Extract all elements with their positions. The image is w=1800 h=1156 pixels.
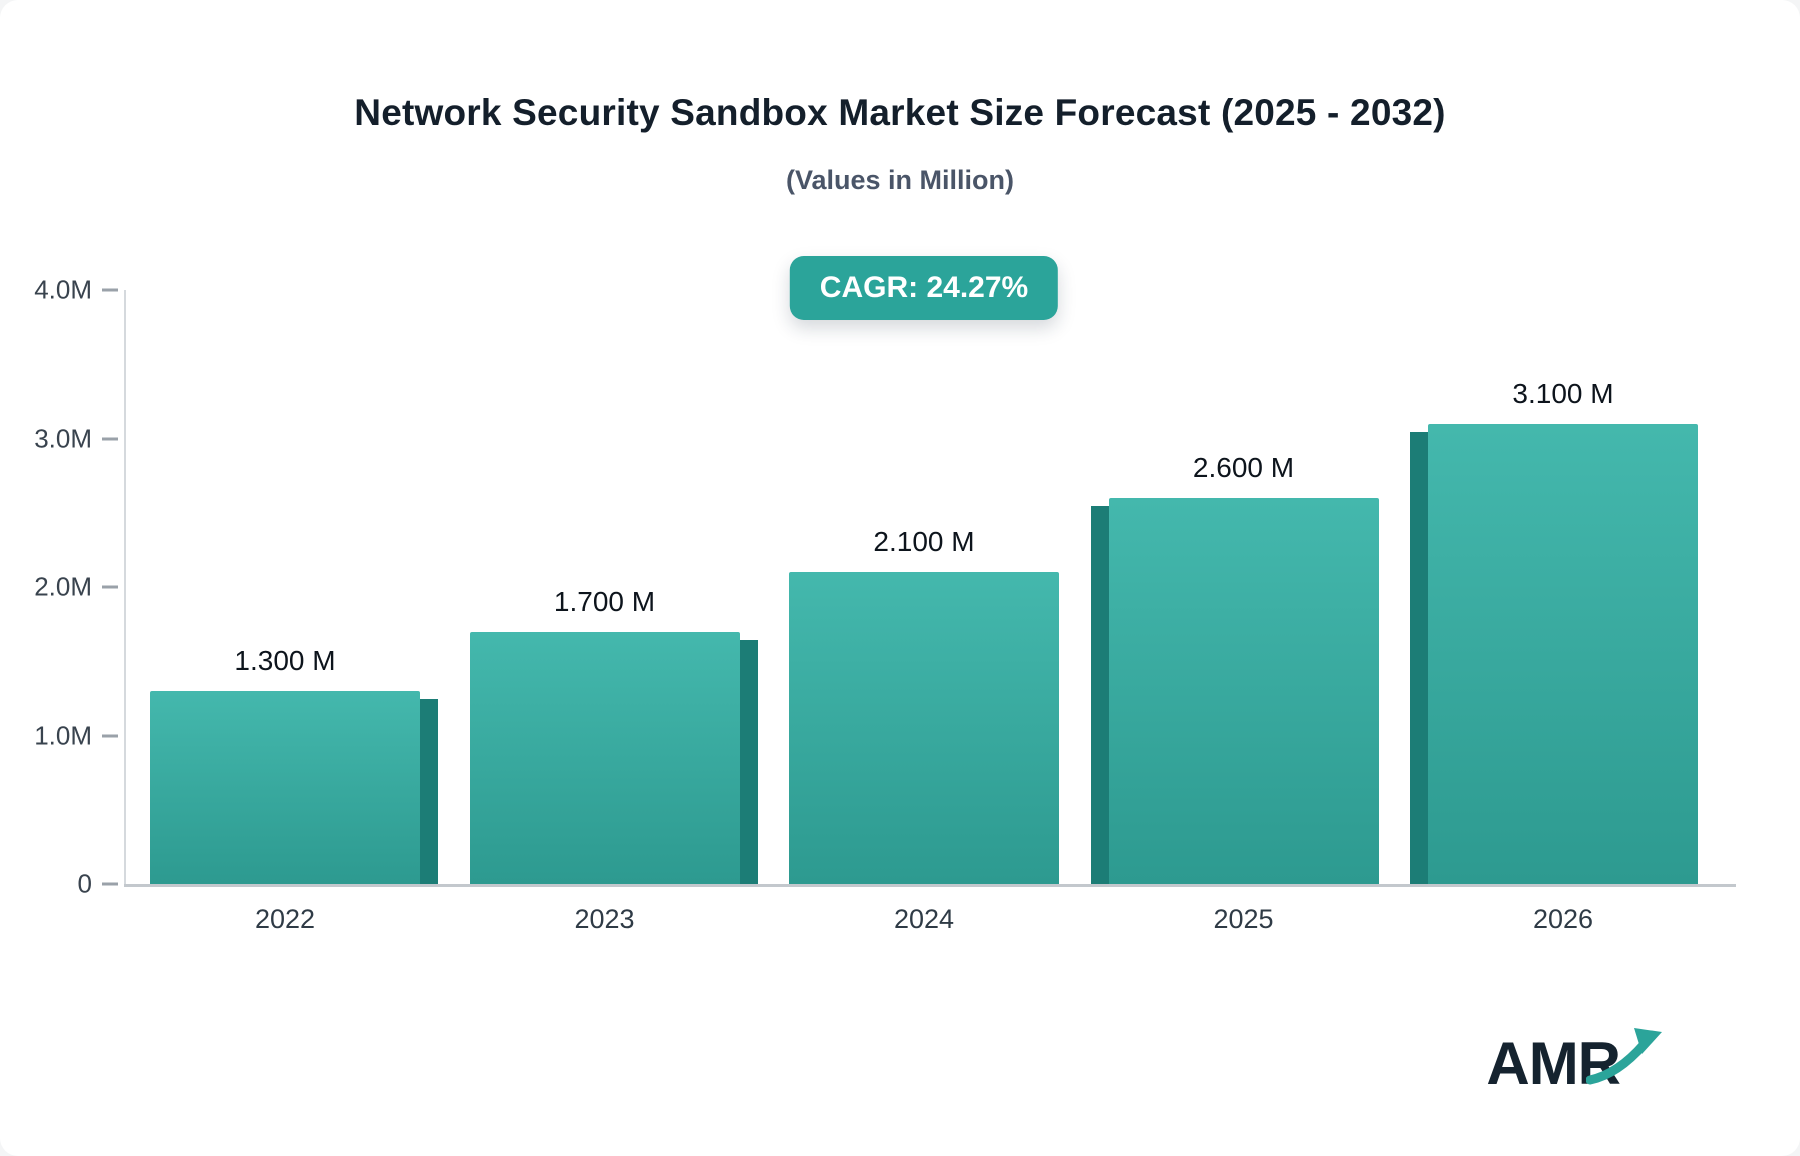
chart-subtitle: (Values in Million)	[785, 165, 1015, 195]
bar-value-label: 2.600 M	[1192, 451, 1295, 483]
bar-2025	[1108, 497, 1379, 884]
y-tick-mark	[102, 585, 118, 589]
x-axis-label-2026: 2026	[1532, 904, 1594, 934]
y-tick-label: 2.0M	[34, 571, 92, 602]
cagr-badge: CAGR: 24.27%	[789, 256, 1059, 320]
x-axis-label-2023: 2023	[574, 904, 635, 934]
y-tick-mark	[102, 437, 118, 440]
y-tick-0: 0	[22, 869, 124, 900]
y-tick-label: 1.0M	[34, 720, 92, 750]
bar-2024	[789, 572, 1059, 884]
bar-value-label: 3.100 M	[1512, 377, 1614, 409]
x-axis-label-2024: 2024	[893, 904, 955, 934]
y-tick-4.0M: 4.0M	[22, 275, 124, 306]
x-axis-label-2022: 2022	[254, 904, 316, 934]
y-tick-mark	[102, 288, 118, 292]
bar-value-label: 1.300 M	[234, 644, 336, 676]
y-tick-1.0M: 1.0M	[22, 720, 124, 751]
bar-value-label: 2.100 M	[873, 526, 975, 558]
bar-side-shadow	[1410, 431, 1428, 884]
x-axis-label-2025: 2025	[1213, 904, 1274, 934]
bar-2022	[150, 690, 420, 884]
bar-value-label: 1.700 M	[553, 585, 656, 617]
bar-side-shadow	[1090, 505, 1109, 884]
y-tick-label: 4.0M	[34, 274, 92, 305]
amr-logo-text: AMR	[1486, 1029, 1621, 1097]
y-tick-mark	[102, 882, 118, 886]
bar-side-shadow	[420, 698, 438, 884]
y-axis-line	[124, 290, 126, 886]
y-tick-3.0M: 3.0M	[22, 423, 124, 454]
y-tick-mark	[102, 734, 118, 737]
amr-logo: AMR	[1486, 1028, 1704, 1098]
bar-2026	[1428, 423, 1698, 884]
chart-title: Network Security Sandbox Market Size For…	[354, 92, 1446, 133]
y-tick-2.0M: 2.0M	[22, 572, 124, 603]
y-tick-label: 0	[77, 868, 92, 899]
bar-side-shadow	[739, 639, 758, 884]
bar-2023	[469, 631, 740, 884]
plot-area: 0 1.0M 2.0M 3.0M 4.0M 1.300 M 2022 1.700 M 2023 2…	[34, 275, 1736, 934]
growth-arrow-icon	[1586, 1028, 1662, 1085]
x-axis-line	[124, 884, 1736, 887]
y-tick-label: 3.0M	[34, 423, 92, 453]
